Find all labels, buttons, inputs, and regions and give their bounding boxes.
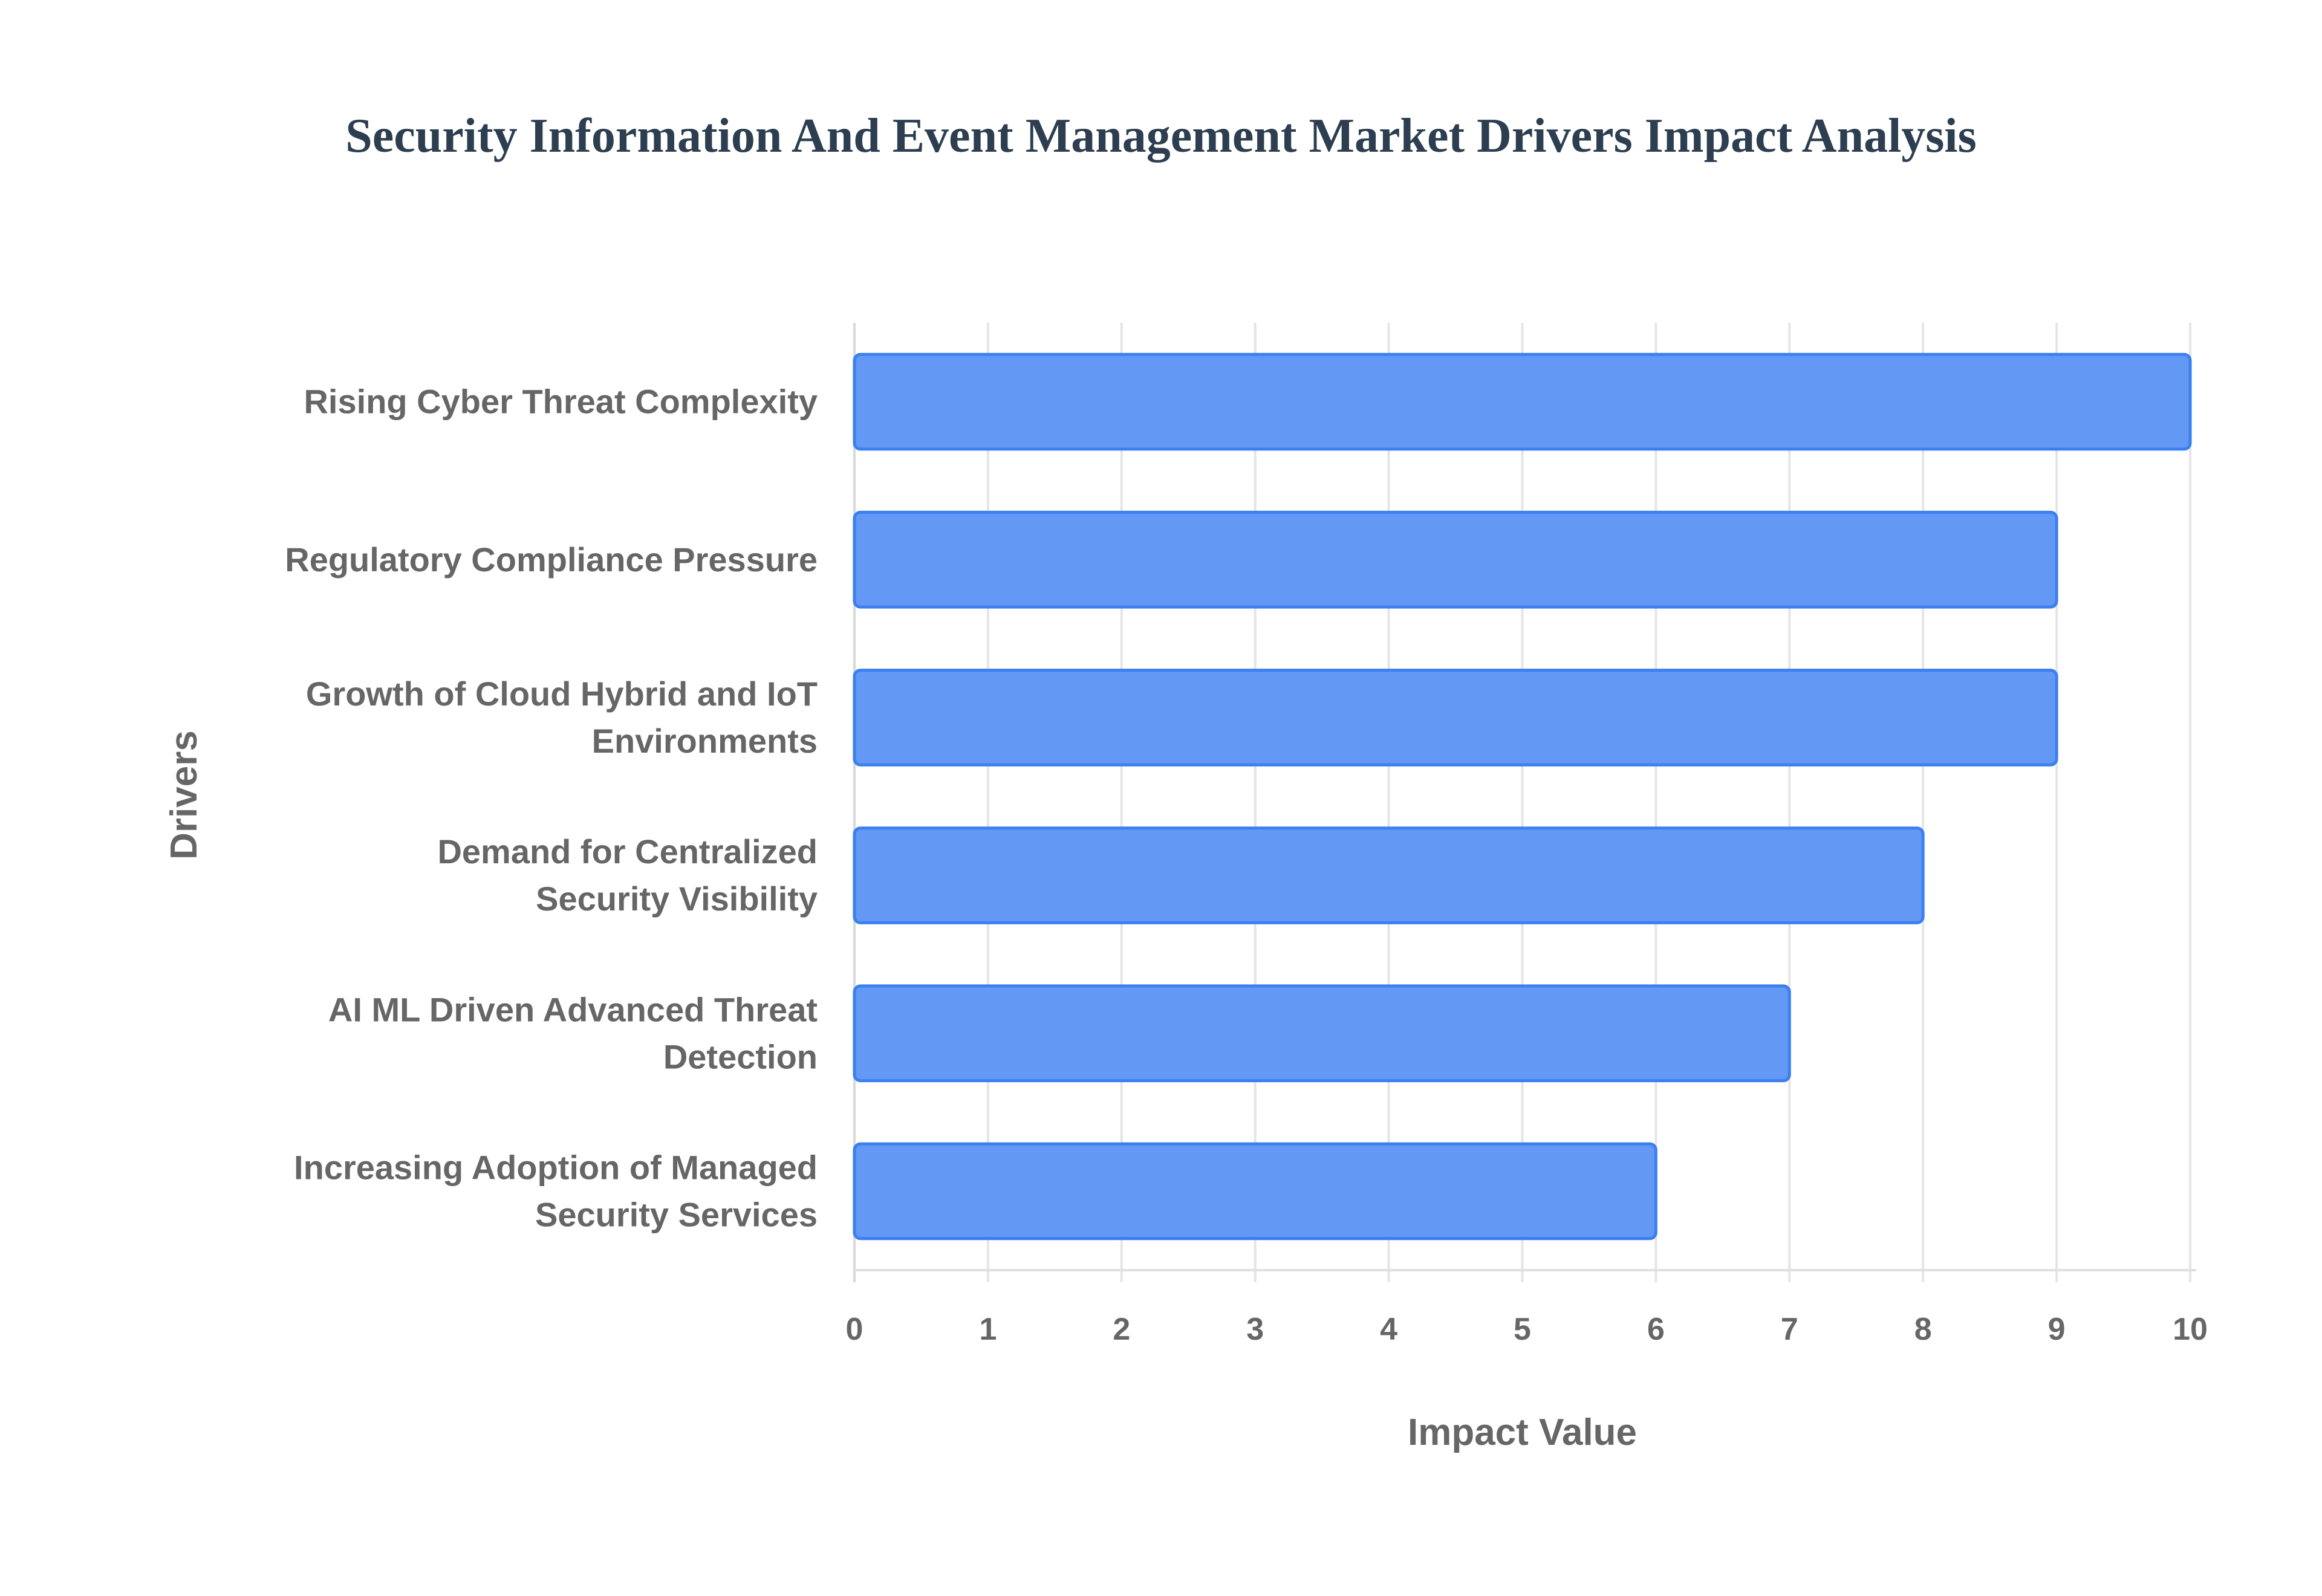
category-label: Security Services: [535, 1195, 818, 1233]
category-label: Demand for Centralized: [437, 832, 818, 871]
x-tick-label: 10: [2173, 1312, 2208, 1347]
category-label: Increasing Adoption of Managed: [294, 1148, 818, 1186]
category-label: Rising Cyber Threat Complexity: [304, 383, 818, 421]
x-axis-title: Impact Value: [1408, 1412, 1637, 1453]
bar: [853, 984, 1791, 1083]
chart-title: Security Information And Event Managemen…: [345, 109, 1977, 163]
bar: [853, 1142, 1657, 1241]
category-label: Regulatory Compliance Pressure: [285, 540, 818, 579]
bar: [853, 669, 2058, 767]
x-tick-label: 9: [2048, 1312, 2066, 1347]
bar: [853, 352, 2192, 451]
x-tick-label: 4: [1380, 1312, 1397, 1347]
x-tick-label: 2: [1113, 1312, 1130, 1347]
y-axis-title: Drivers: [163, 730, 205, 860]
x-tick-label: 5: [1514, 1312, 1531, 1347]
category-label: Growth of Cloud Hybrid and IoT: [306, 675, 818, 713]
x-tick-label: 7: [1781, 1312, 1798, 1347]
bar: [853, 510, 2058, 609]
x-tick-label: 3: [1246, 1312, 1264, 1347]
x-tick-label: 1: [979, 1312, 997, 1347]
category-label: Detection: [663, 1037, 818, 1075]
category-label: AI ML Driven Advanced Threat: [328, 990, 818, 1028]
bar: [853, 826, 1925, 924]
x-tick-label: 0: [846, 1312, 863, 1347]
category-label: Environments: [592, 722, 818, 760]
x-tick-label: 8: [1914, 1312, 1932, 1347]
x-tick-label: 6: [1647, 1312, 1665, 1347]
category-label: Security Visibility: [536, 880, 818, 918]
